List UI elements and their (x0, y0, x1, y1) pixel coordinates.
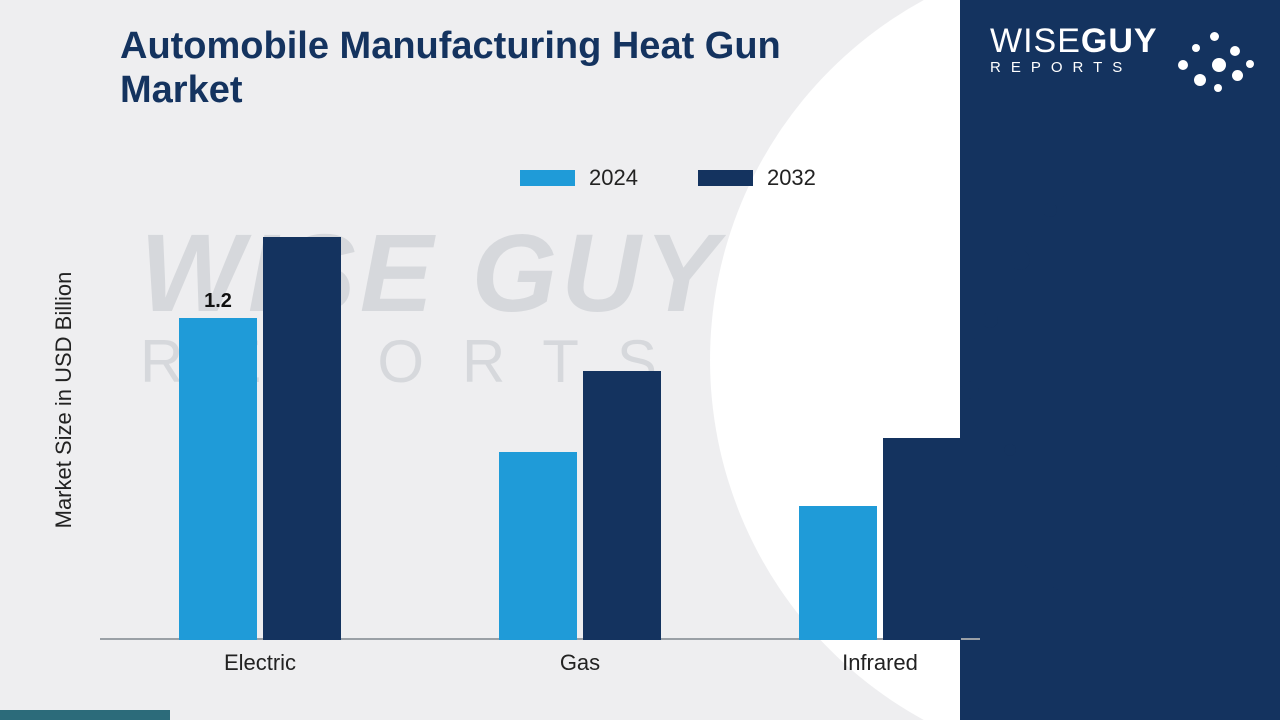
bar-group: Gas (480, 371, 680, 640)
legend: 2024 2032 (520, 165, 816, 191)
bar: 1.2 (179, 318, 257, 641)
bar (263, 237, 341, 640)
bar (883, 438, 961, 640)
x-tick-label: Electric (224, 650, 296, 676)
logo-dots-icon (1168, 16, 1258, 106)
logo-guy: GUY (1081, 22, 1158, 60)
legend-label-2032: 2032 (767, 165, 816, 191)
legend-swatch-2032 (698, 170, 753, 186)
bar-group: 1.2Electric (160, 237, 360, 640)
bar (499, 452, 577, 640)
chart-title: Automobile Manufacturing Heat Gun Market (120, 25, 880, 112)
brand-logo: WISEGUY REPORTS (990, 22, 1240, 76)
plot-area: 1.2Electric Gas Infrared (100, 210, 980, 640)
legend-item-2032: 2032 (698, 165, 816, 191)
legend-label-2024: 2024 (589, 165, 638, 191)
chart-stage: WISE GUY REPORTS Automobile Manufacturin… (0, 0, 1280, 720)
bar-group: Infrared (780, 438, 980, 640)
right-band (960, 0, 1280, 720)
x-tick-label: Infrared (842, 650, 918, 676)
logo-wise: WISE (990, 22, 1081, 60)
bar-value-label: 1.2 (204, 290, 232, 313)
x-tick-label: Gas (560, 650, 600, 676)
legend-swatch-2024 (520, 170, 575, 186)
footer-accent (0, 710, 170, 720)
y-axis-label: Market Size in USD Billion (51, 272, 77, 529)
legend-item-2024: 2024 (520, 165, 638, 191)
bar (583, 371, 661, 640)
bar (799, 506, 877, 640)
